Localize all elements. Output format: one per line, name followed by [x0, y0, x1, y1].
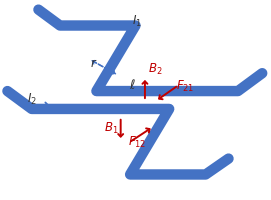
Text: $\ell$: $\ell$ [129, 78, 136, 92]
Text: $F_{21}$: $F_{21}$ [176, 79, 195, 94]
Text: $B_2$: $B_2$ [149, 62, 163, 77]
Text: $I_1$: $I_1$ [132, 14, 142, 29]
Text: $r$: $r$ [90, 57, 98, 70]
Text: $F_{12}$: $F_{12}$ [128, 135, 146, 150]
Text: $B_1$: $B_1$ [104, 121, 118, 136]
Text: $I_2$: $I_2$ [27, 91, 37, 107]
